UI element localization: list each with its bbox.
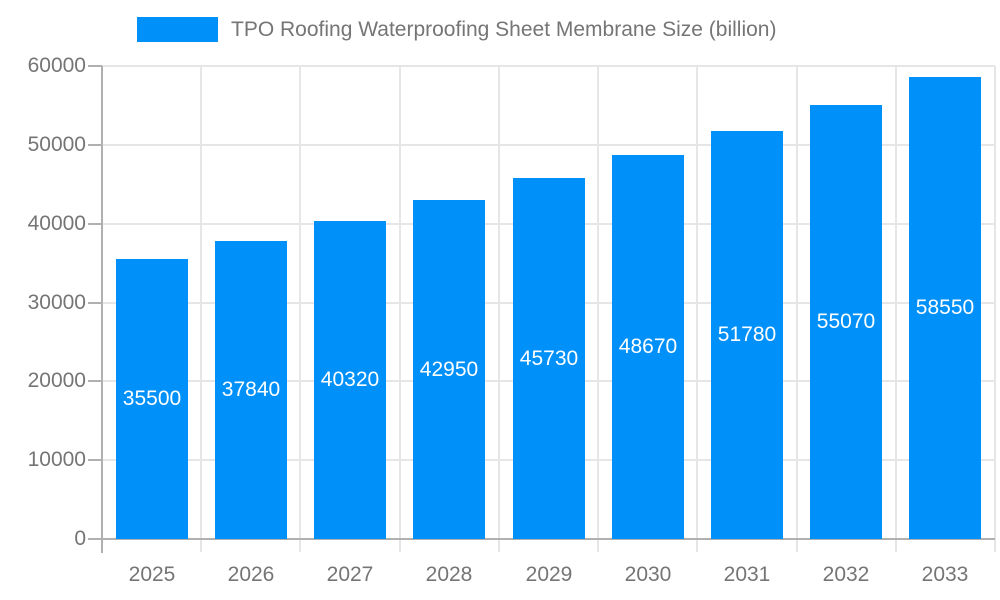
bar-value-label: 40320: [320, 368, 380, 391]
y-tick: [88, 144, 102, 146]
y-tick-label: 0: [74, 527, 86, 550]
x-tick: [994, 539, 996, 552]
gridline-v: [994, 66, 996, 539]
x-axis-line: [101, 538, 995, 540]
bar-2032: [810, 105, 882, 539]
legend-label: TPO Roofing Waterproofing Sheet Membrane…: [231, 18, 777, 41]
gridline-h: [102, 65, 995, 67]
bar-2033: [909, 77, 981, 539]
y-tick-label: 40000: [27, 212, 86, 235]
bar-value-label: 48670: [618, 335, 678, 358]
y-tick: [88, 223, 102, 225]
bar-2025: [116, 259, 188, 539]
x-tick-label: 2031: [723, 563, 771, 586]
x-tick: [399, 539, 401, 552]
bar-value-label: 55070: [816, 310, 876, 333]
gridline-v: [299, 66, 301, 539]
gridline-v: [895, 66, 897, 539]
bar-2026: [215, 241, 287, 539]
x-tick: [597, 539, 599, 552]
bar-value-label: 42950: [419, 358, 479, 381]
x-tick-label: 2028: [425, 563, 473, 586]
x-tick: [696, 539, 698, 552]
x-tick-label: 2026: [227, 563, 275, 586]
y-tick: [88, 65, 102, 67]
gridline-v: [200, 66, 202, 539]
gridline-v: [399, 66, 401, 539]
y-tick-label: 50000: [27, 133, 86, 156]
y-axis-line: [101, 66, 103, 553]
x-tick-label: 2032: [822, 563, 870, 586]
bar-2029: [513, 178, 585, 539]
bar-value-label: 37840: [221, 378, 281, 401]
x-tick: [200, 539, 202, 552]
y-tick-label: 20000: [27, 369, 86, 392]
bar-value-label: 51780: [717, 323, 777, 346]
bar-2028: [413, 200, 485, 539]
bar-2031: [711, 131, 783, 539]
bar-2030: [612, 155, 684, 539]
y-tick: [88, 380, 102, 382]
y-tick-label: 60000: [27, 54, 86, 77]
x-tick-label: 2033: [921, 563, 969, 586]
x-tick-label: 2027: [326, 563, 374, 586]
x-tick-label: 2029: [525, 563, 573, 586]
bar-value-label: 45730: [519, 347, 579, 370]
y-tick: [88, 302, 102, 304]
x-tick-label: 2030: [624, 563, 672, 586]
gridline-v: [696, 66, 698, 539]
y-tick-label: 30000: [27, 291, 86, 314]
y-tick-label: 10000: [27, 448, 86, 471]
bar-2027: [314, 221, 386, 539]
bar-value-label: 35500: [122, 387, 182, 410]
y-tick: [88, 459, 102, 461]
legend-swatch: [137, 17, 218, 42]
gridline-v: [597, 66, 599, 539]
x-tick: [895, 539, 897, 552]
x-tick: [299, 539, 301, 552]
bar-value-label: 58550: [915, 296, 975, 319]
x-tick: [498, 539, 500, 552]
gridline-v: [796, 66, 798, 539]
x-tick-label: 2025: [128, 563, 176, 586]
x-tick: [796, 539, 798, 552]
y-tick: [88, 538, 102, 540]
gridline-v: [498, 66, 500, 539]
chart-legend: TPO Roofing Waterproofing Sheet Membrane…: [137, 17, 776, 42]
gridline-h: [102, 144, 995, 146]
